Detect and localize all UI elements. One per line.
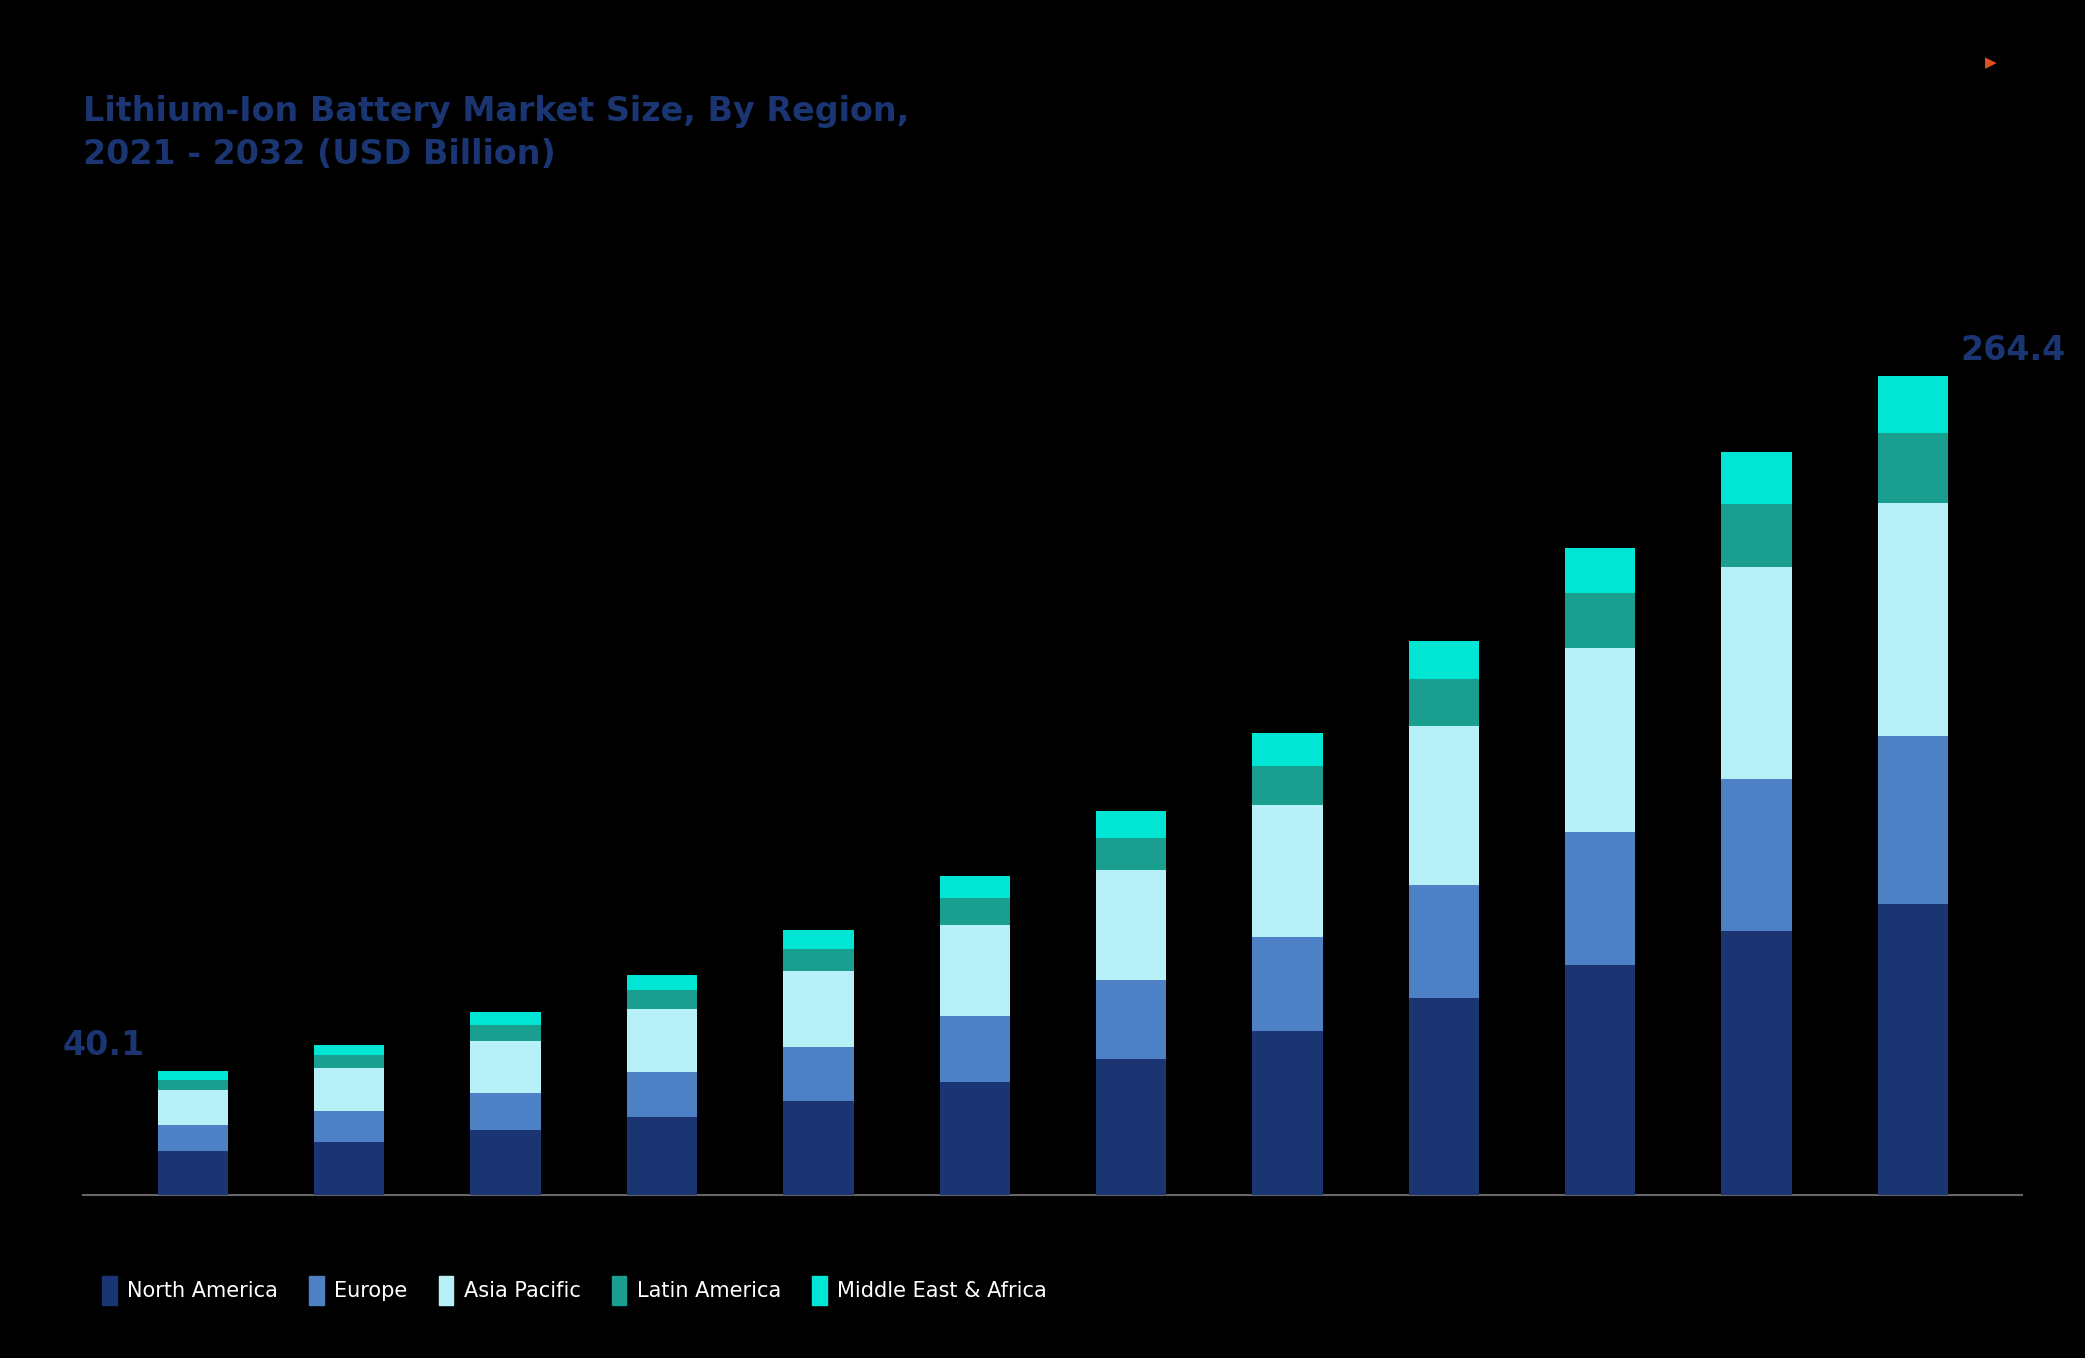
Bar [1253, 937, 1322, 1031]
Bar [158, 1080, 227, 1090]
Bar [471, 1093, 540, 1130]
Bar [315, 1111, 384, 1142]
Bar [158, 1152, 227, 1195]
Bar [158, 1071, 227, 1080]
Bar [1879, 502, 1947, 736]
Bar [1722, 566, 1791, 778]
Bar [471, 1040, 540, 1093]
Bar [784, 1101, 853, 1195]
Bar [1409, 727, 1478, 884]
Bar [315, 1055, 384, 1069]
Text: ▶: ▶ [1985, 56, 1997, 71]
Bar [1879, 376, 1947, 433]
Bar [471, 1130, 540, 1195]
Bar [1097, 980, 1166, 1059]
Bar [628, 975, 696, 990]
Bar [784, 1047, 853, 1101]
Bar [940, 1016, 1009, 1082]
Bar [1253, 733, 1322, 766]
Bar [1566, 547, 1635, 593]
Bar [940, 1082, 1009, 1195]
Bar [1097, 870, 1166, 980]
Bar [1722, 778, 1791, 932]
Bar [628, 1118, 696, 1195]
Bar [315, 1044, 384, 1055]
Bar [628, 1071, 696, 1118]
Bar [471, 1012, 540, 1025]
Bar [784, 971, 853, 1047]
Bar [1097, 811, 1166, 838]
Bar [1409, 641, 1478, 679]
Bar [471, 1025, 540, 1040]
Bar [1722, 451, 1791, 504]
Text: 40.1: 40.1 [63, 1028, 146, 1062]
Bar [628, 990, 696, 1009]
Bar [1722, 504, 1791, 566]
Bar [1409, 998, 1478, 1195]
Bar [1097, 838, 1166, 870]
Bar [1253, 766, 1322, 805]
Bar [1566, 832, 1635, 966]
Bar [1722, 932, 1791, 1195]
Bar [1879, 904, 1947, 1195]
Bar [1879, 433, 1947, 502]
Bar [784, 949, 853, 971]
Legend: North America, Europe, Asia Pacific, Latin America, Middle East & Africa: North America, Europe, Asia Pacific, Lat… [94, 1267, 1055, 1313]
Bar [1253, 1031, 1322, 1195]
Bar [315, 1142, 384, 1195]
Bar [1566, 648, 1635, 832]
Text: Lithium-Ion Battery Market Size, By Region,
2021 - 2032 (USD Billion): Lithium-Ion Battery Market Size, By Regi… [83, 95, 909, 171]
Bar [1566, 593, 1635, 648]
Bar [940, 898, 1009, 925]
Bar [1409, 884, 1478, 998]
Bar [784, 930, 853, 949]
Bar [940, 876, 1009, 898]
Bar [1253, 805, 1322, 937]
Bar [315, 1069, 384, 1111]
Bar [1097, 1059, 1166, 1195]
Text: 264.4: 264.4 [1960, 334, 2066, 367]
Bar [158, 1090, 227, 1126]
Bar [1566, 966, 1635, 1195]
Bar [628, 1009, 696, 1071]
Bar [1879, 736, 1947, 904]
Bar [940, 925, 1009, 1016]
Bar [1409, 679, 1478, 727]
Bar [158, 1126, 227, 1152]
